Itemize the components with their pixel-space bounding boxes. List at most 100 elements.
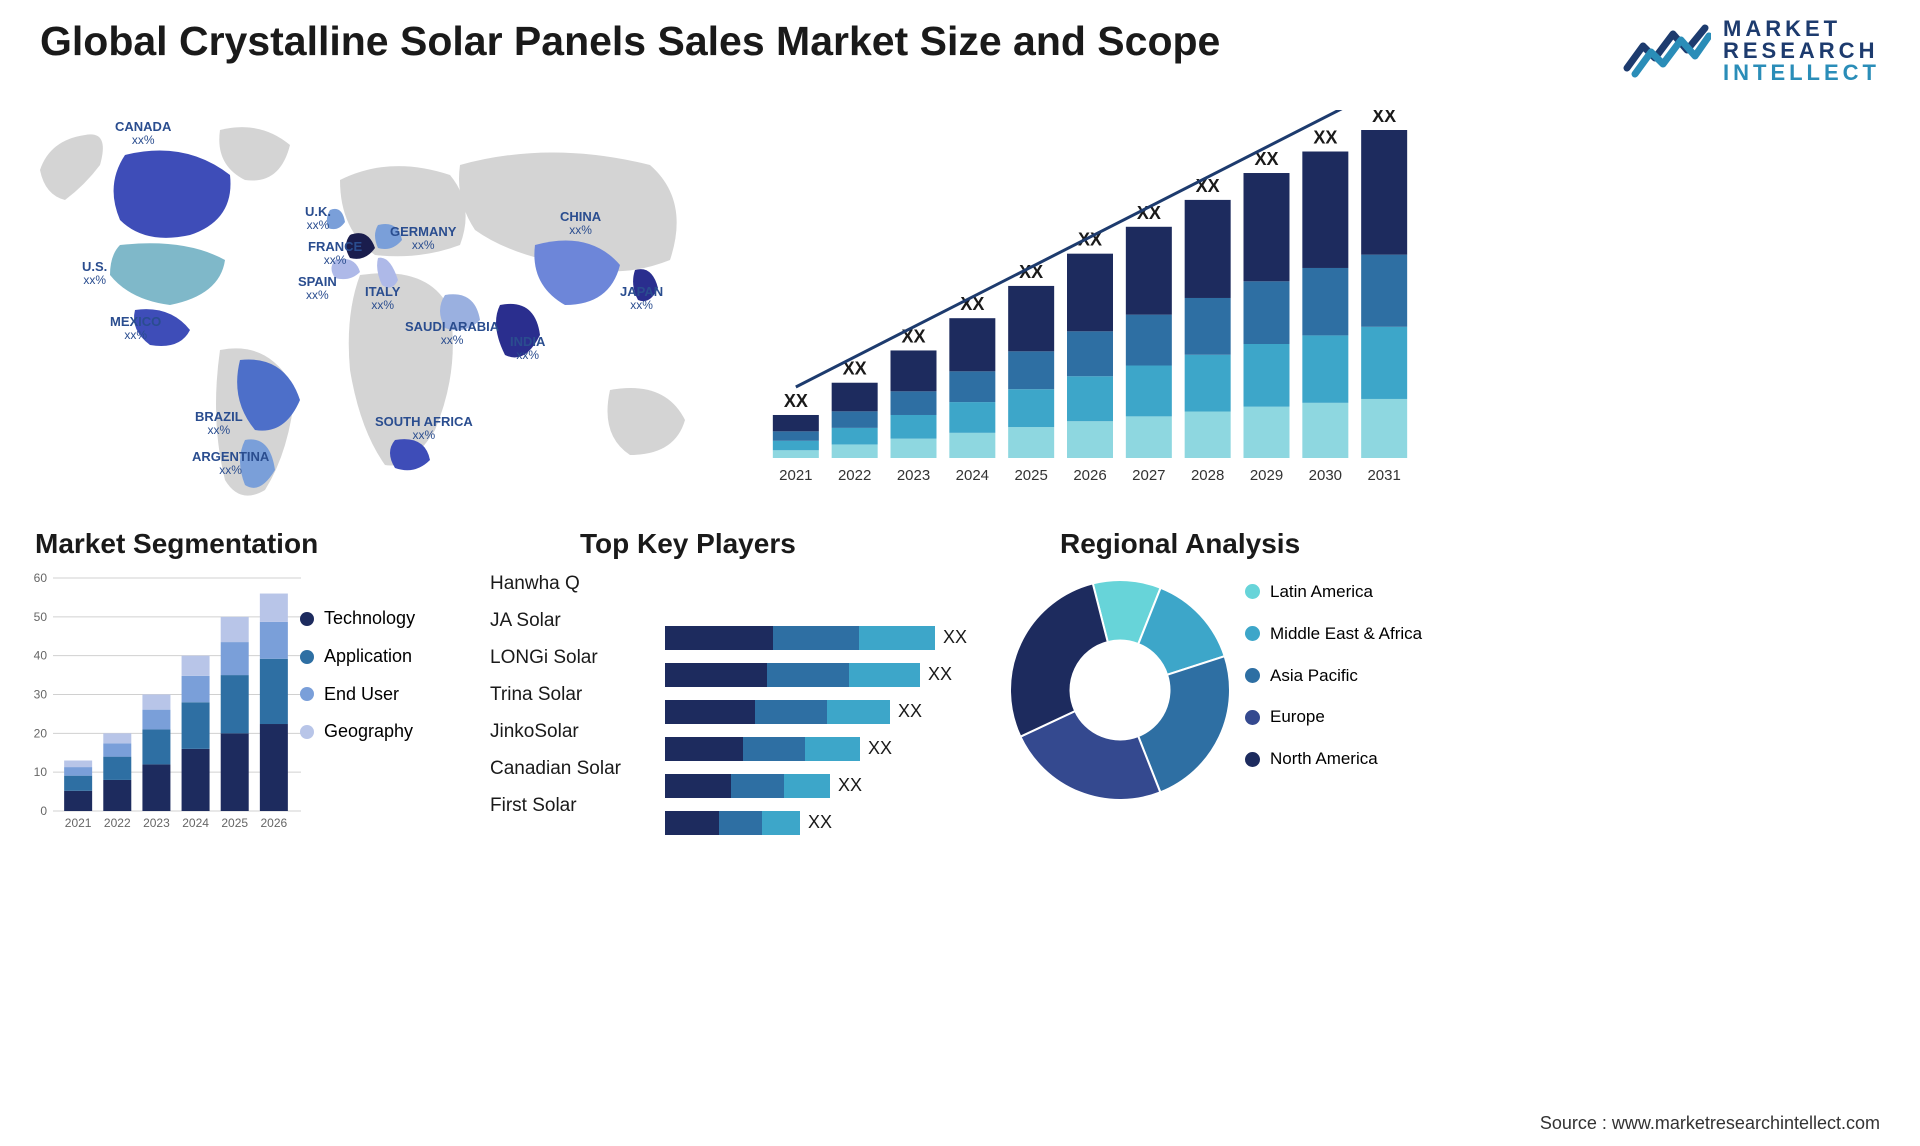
segmentation-legend-item: Geography	[300, 713, 415, 751]
legend-label: End User	[324, 676, 399, 714]
player-bar	[665, 700, 890, 724]
legend-label: Latin America	[1270, 580, 1373, 604]
world-map: CANADAxx%U.S.xx%MEXICOxx%BRAZILxx%ARGENT…	[30, 110, 720, 510]
player-bar-row: XX	[665, 619, 985, 656]
svg-text:2027: 2027	[1132, 467, 1165, 484]
regional-legend: Latin America Middle East & Africa Asia Pa…	[1245, 580, 1422, 789]
svg-text:2024: 2024	[956, 467, 989, 484]
player-bar	[665, 626, 935, 650]
svg-text:2025: 2025	[1014, 467, 1047, 484]
player-bar	[665, 737, 860, 761]
svg-text:2021: 2021	[779, 467, 812, 484]
svg-text:2025: 2025	[221, 816, 248, 830]
region-legend-item: Asia Pacific	[1245, 664, 1422, 688]
svg-text:XX: XX	[1196, 176, 1220, 196]
map-label-u-k-: U.K.xx%	[305, 205, 331, 232]
key-players-names: Hanwha QJA SolarLONGi SolarTrina SolarJi…	[490, 565, 650, 824]
svg-text:50: 50	[34, 610, 48, 624]
legend-label: Technology	[324, 600, 415, 638]
logo-mark-icon	[1621, 24, 1711, 79]
legend-dot-icon	[1245, 668, 1260, 683]
market-size-chart: XX2021XX2022XX2023XX2024XX2025XX2026XX20…	[760, 110, 1420, 490]
segmentation-legend-item: End User	[300, 676, 415, 714]
player-name: Canadian Solar	[490, 750, 650, 787]
logo-line2: RESEARCH	[1723, 40, 1880, 62]
map-label-germany: GERMANYxx%	[390, 225, 456, 252]
legend-dot-icon	[1245, 710, 1260, 725]
svg-text:2022: 2022	[838, 467, 871, 484]
player-name: JinkoSolar	[490, 713, 650, 750]
player-bar-row: XX	[665, 656, 985, 693]
player-value: XX	[868, 738, 892, 759]
region-legend-item: Latin America	[1245, 580, 1422, 604]
svg-text:2031: 2031	[1367, 467, 1400, 484]
segmentation-title: Market Segmentation	[35, 528, 318, 560]
legend-dot-icon	[1245, 584, 1260, 599]
svg-text:30: 30	[34, 688, 48, 702]
svg-text:2022: 2022	[104, 816, 131, 830]
segmentation-legend: TechnologyApplicationEnd UserGeography	[300, 600, 415, 751]
segmentation-legend-item: Technology	[300, 600, 415, 638]
map-label-italy: ITALYxx%	[365, 285, 400, 312]
player-bar	[665, 774, 830, 798]
logo-line1: MARKET	[1723, 18, 1880, 40]
player-bar	[665, 811, 800, 835]
legend-label: Asia Pacific	[1270, 664, 1358, 688]
map-label-south-africa: SOUTH AFRICAxx%	[375, 415, 473, 442]
player-value: XX	[928, 664, 952, 685]
svg-text:20: 20	[34, 726, 48, 740]
player-value: XX	[808, 812, 832, 833]
legend-label: Europe	[1270, 705, 1325, 729]
svg-text:XX: XX	[1313, 128, 1337, 148]
map-label-spain: SPAINxx%	[298, 275, 337, 302]
svg-text:XX: XX	[784, 391, 808, 411]
svg-text:XX: XX	[901, 326, 925, 346]
legend-dot-icon	[1245, 626, 1260, 641]
legend-dot-icon	[1245, 752, 1260, 767]
regional-title: Regional Analysis	[1060, 528, 1300, 560]
svg-text:60: 60	[34, 571, 48, 585]
player-name: LONGi Solar	[490, 639, 650, 676]
map-label-france: FRANCExx%	[308, 240, 362, 267]
legend-label: Application	[324, 638, 412, 676]
map-label-china: CHINAxx%	[560, 210, 601, 237]
player-bar-row: XX	[665, 730, 985, 767]
map-label-brazil: BRAZILxx%	[195, 410, 243, 437]
logo-text: MARKET RESEARCH INTELLECT	[1723, 18, 1880, 84]
key-players-title: Top Key Players	[580, 528, 796, 560]
map-label-canada: CANADAxx%	[115, 120, 171, 147]
legend-dot-icon	[300, 650, 314, 664]
map-label-india: INDIAxx%	[510, 335, 545, 362]
player-name: Hanwha Q	[490, 565, 650, 602]
svg-text:2023: 2023	[143, 816, 170, 830]
player-bar-row	[665, 582, 985, 619]
svg-text:2026: 2026	[1073, 467, 1106, 484]
svg-text:2021: 2021	[65, 816, 92, 830]
player-name: Trina Solar	[490, 676, 650, 713]
player-name: JA Solar	[490, 602, 650, 639]
player-name: First Solar	[490, 787, 650, 824]
source-text: Source : www.marketresearchintellect.com	[1540, 1113, 1880, 1134]
legend-dot-icon	[300, 725, 314, 739]
legend-dot-icon	[300, 687, 314, 701]
region-legend-item: Europe	[1245, 705, 1422, 729]
svg-text:2023: 2023	[897, 467, 930, 484]
map-label-argentina: ARGENTINAxx%	[192, 450, 269, 477]
region-legend-item: Middle East & Africa	[1245, 622, 1422, 646]
legend-label: North America	[1270, 747, 1378, 771]
map-label-saudi-arabia: SAUDI ARABIAxx%	[405, 320, 499, 347]
svg-text:2028: 2028	[1191, 467, 1224, 484]
player-value: XX	[943, 627, 967, 648]
brand-logo: MARKET RESEARCH INTELLECT	[1621, 18, 1880, 84]
svg-text:2024: 2024	[182, 816, 209, 830]
svg-text:XX: XX	[1372, 110, 1396, 126]
regional-donut	[1000, 570, 1240, 810]
player-value: XX	[898, 701, 922, 722]
svg-text:0: 0	[40, 804, 47, 818]
player-bar-row: XX	[665, 693, 985, 730]
player-value: XX	[838, 775, 862, 796]
svg-text:2026: 2026	[261, 816, 288, 830]
map-label-mexico: MEXICOxx%	[110, 315, 161, 342]
region-legend-item: North America	[1245, 747, 1422, 771]
svg-text:2030: 2030	[1309, 467, 1342, 484]
